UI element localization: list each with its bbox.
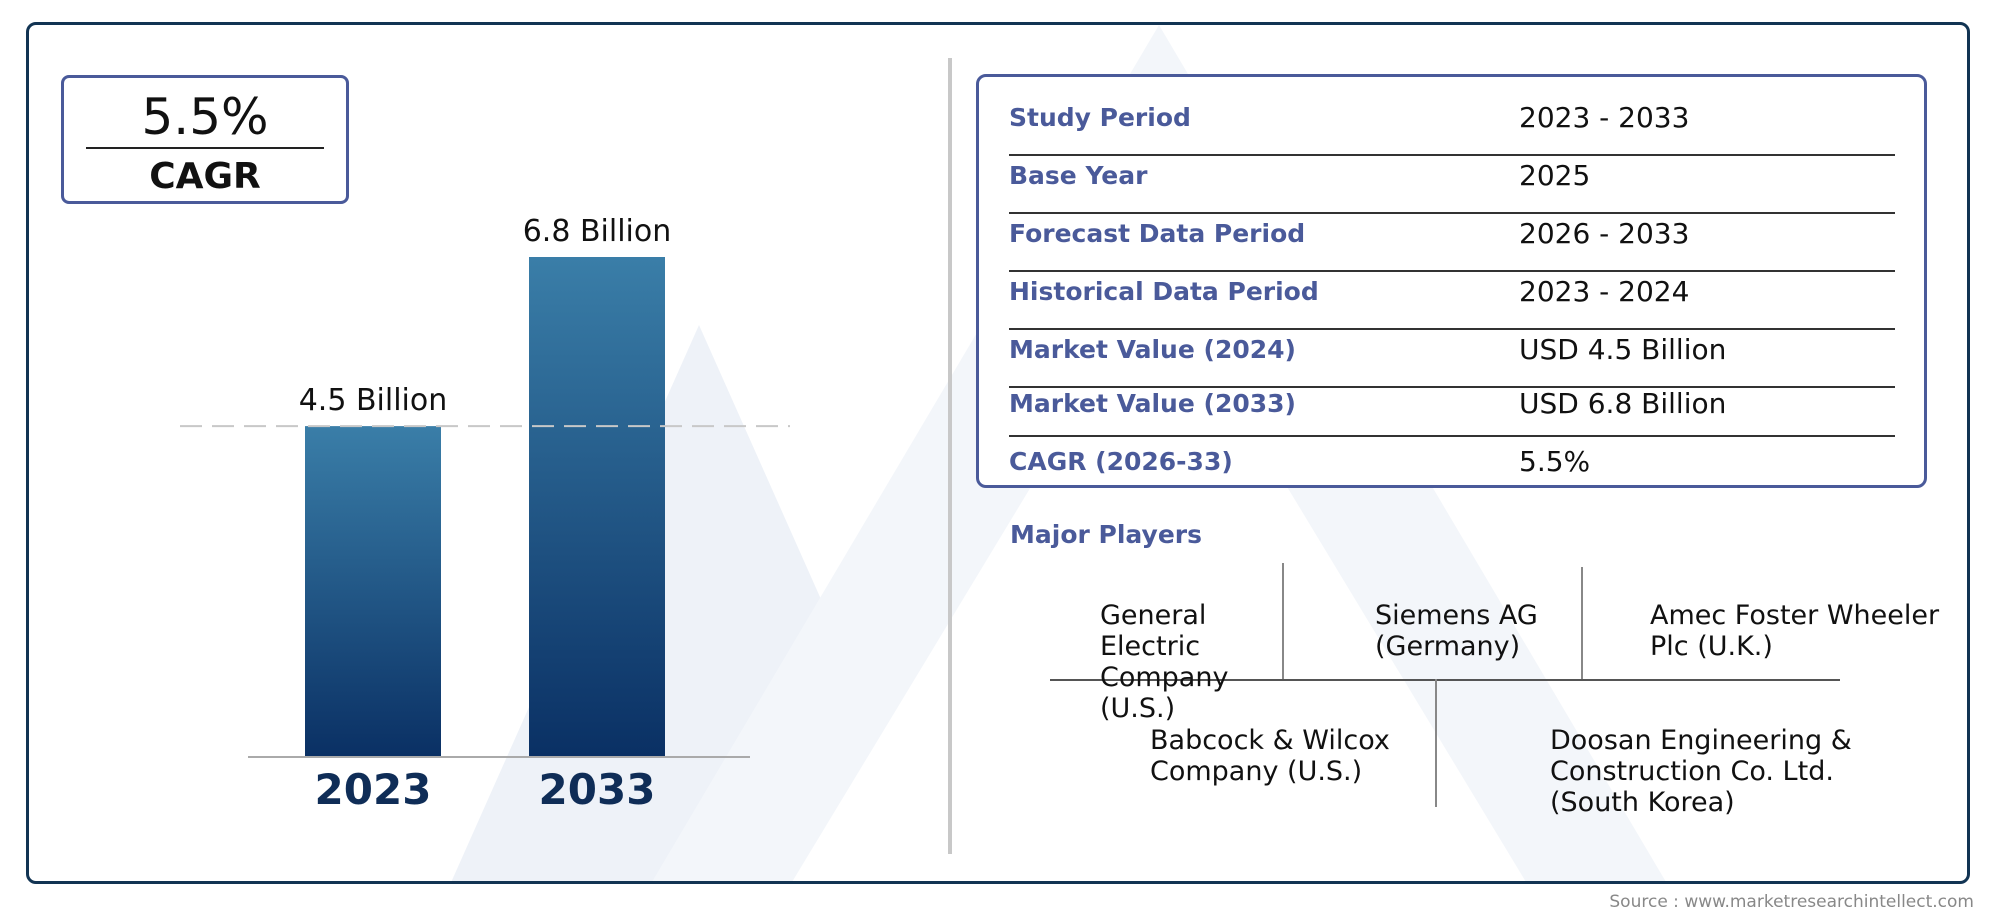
player-name: Siemens AG (Germany) [1375, 600, 1538, 662]
players-divider [1581, 567, 1583, 679]
row-label: Forecast Data Period [1009, 219, 1306, 248]
row-label: Market Value (2024) [1009, 335, 1296, 364]
major-players-title: Major Players [1010, 520, 1202, 549]
x-tick-label: 2023 [315, 765, 432, 814]
player-name: Doosan Engineering & Construction Co. Lt… [1550, 725, 1852, 818]
bar-2033 [529, 257, 665, 757]
data-label: 6.8 Billion [523, 214, 672, 249]
players-divider [1435, 679, 1437, 807]
row-divider [1009, 212, 1895, 214]
row-divider [1009, 328, 1895, 330]
table-row: Base Year 2025 [1009, 147, 1895, 214]
row-value: 2026 - 2033 [1519, 217, 1690, 250]
cagr-badge: 5.5% CAGR [61, 75, 349, 204]
row-value: 2025 [1519, 159, 1591, 192]
players-divider [1282, 563, 1284, 679]
row-value: 2023 - 2033 [1519, 101, 1690, 134]
cagr-value: 5.5% [141, 88, 269, 146]
panel-divider [948, 58, 952, 854]
row-label: Study Period [1009, 103, 1191, 132]
player-name: Babcock & Wilcox Company (U.S.) [1150, 725, 1390, 787]
market-info-table: Study Period 2023 - 2033 Base Year 2025 … [976, 74, 1927, 488]
row-value: USD 4.5 Billion [1519, 333, 1727, 366]
player-name: Amec Foster Wheeler Plc (U.K.) [1650, 600, 1940, 662]
table-row: Study Period 2023 - 2033 [1009, 89, 1895, 156]
source-note: Source : www.marketresearchintellect.com [1609, 892, 1974, 912]
row-label: Market Value (2033) [1009, 389, 1296, 418]
row-value: USD 6.8 Billion [1519, 387, 1727, 420]
row-value: 5.5% [1519, 445, 1591, 478]
table-row: CAGR (2026-33) 5.5% [1009, 435, 1895, 491]
row-label: Historical Data Period [1009, 277, 1319, 306]
bar-2023 [305, 426, 441, 757]
row-value: 2023 - 2024 [1519, 275, 1690, 308]
row-divider [1009, 270, 1895, 272]
table-row: Forecast Data Period 2026 - 2033 [1009, 205, 1895, 272]
table-row: Market Value (2033) USD 6.8 Billion [1009, 379, 1895, 437]
player-name: General Electric Company (U.S.) [1100, 600, 1229, 724]
players-divider [1050, 679, 1840, 681]
table-row: Market Value (2024) USD 4.5 Billion [1009, 321, 1895, 388]
row-divider [1009, 435, 1895, 437]
row-label: Base Year [1009, 161, 1148, 190]
row-label: CAGR (2026-33) [1009, 447, 1233, 476]
table-row: Historical Data Period 2023 - 2024 [1009, 263, 1895, 330]
row-divider [1009, 154, 1895, 156]
cagr-label: CAGR [149, 156, 261, 197]
x-tick-label: 2033 [539, 765, 656, 814]
cagr-divider [86, 147, 324, 149]
bar-chart: 4.5 Billion 2023 6.8 Billion 2033 [180, 214, 790, 814]
row-divider [1009, 386, 1895, 388]
data-label: 4.5 Billion [299, 383, 448, 418]
